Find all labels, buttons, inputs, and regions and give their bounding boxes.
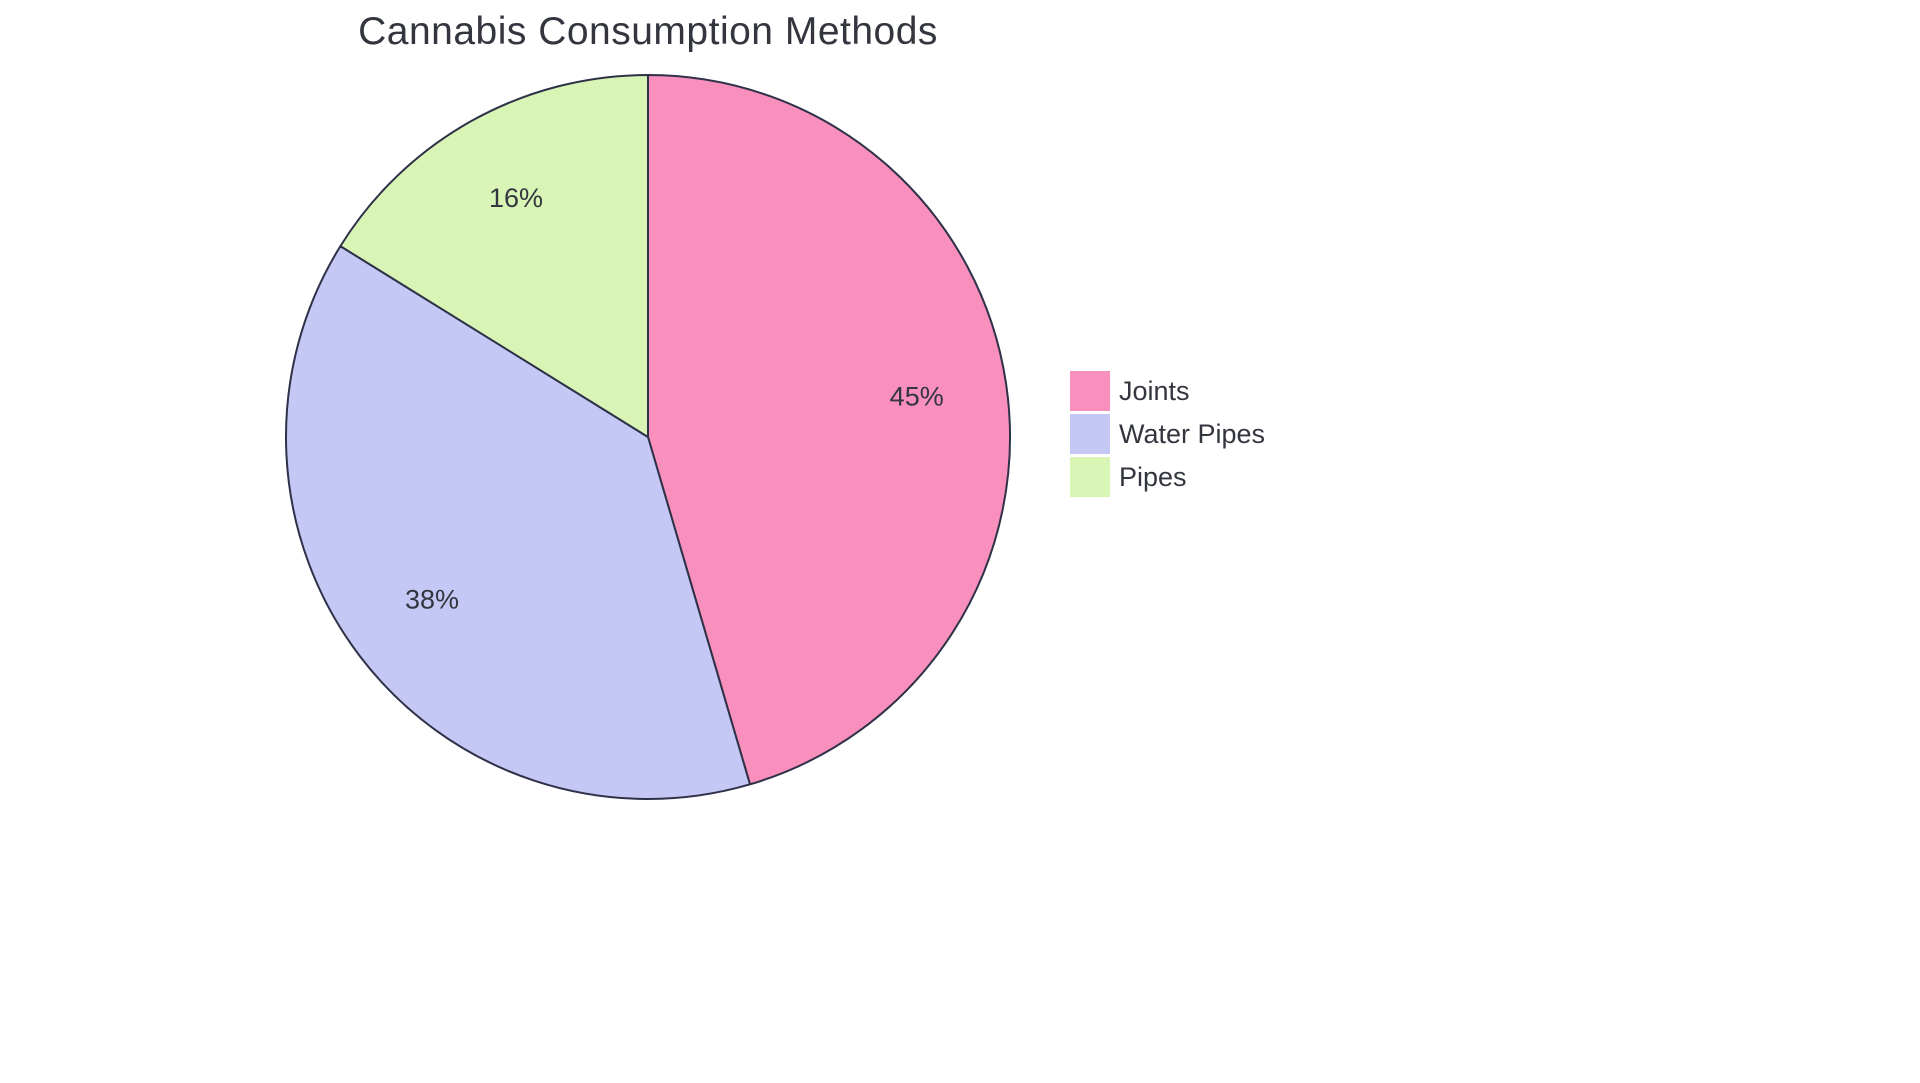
legend-label: Water Pipes	[1119, 418, 1266, 449]
chart-title: Cannabis Consumption Methods	[358, 10, 938, 53]
slice-value-label: 16%	[489, 183, 543, 213]
legend-swatch	[1070, 371, 1110, 411]
slice-value-label: 45%	[890, 382, 944, 412]
slice-value-label: 38%	[405, 585, 459, 615]
legend-item-joints: Joints	[1070, 371, 1265, 411]
legend: Joints Water Pipes Pipes	[1070, 371, 1265, 497]
legend-label: Pipes	[1119, 461, 1187, 492]
legend-swatch	[1070, 457, 1110, 497]
legend-item-water-pipes: Water Pipes	[1070, 414, 1265, 454]
legend-swatch	[1070, 414, 1110, 454]
legend-label: Joints	[1119, 375, 1190, 406]
pie-slice-water-pipes	[284, 245, 751, 800]
legend-item-pipes: Pipes	[1070, 457, 1265, 497]
pie-slice-pipes	[339, 74, 649, 438]
pie-slice-joints	[647, 74, 1011, 786]
